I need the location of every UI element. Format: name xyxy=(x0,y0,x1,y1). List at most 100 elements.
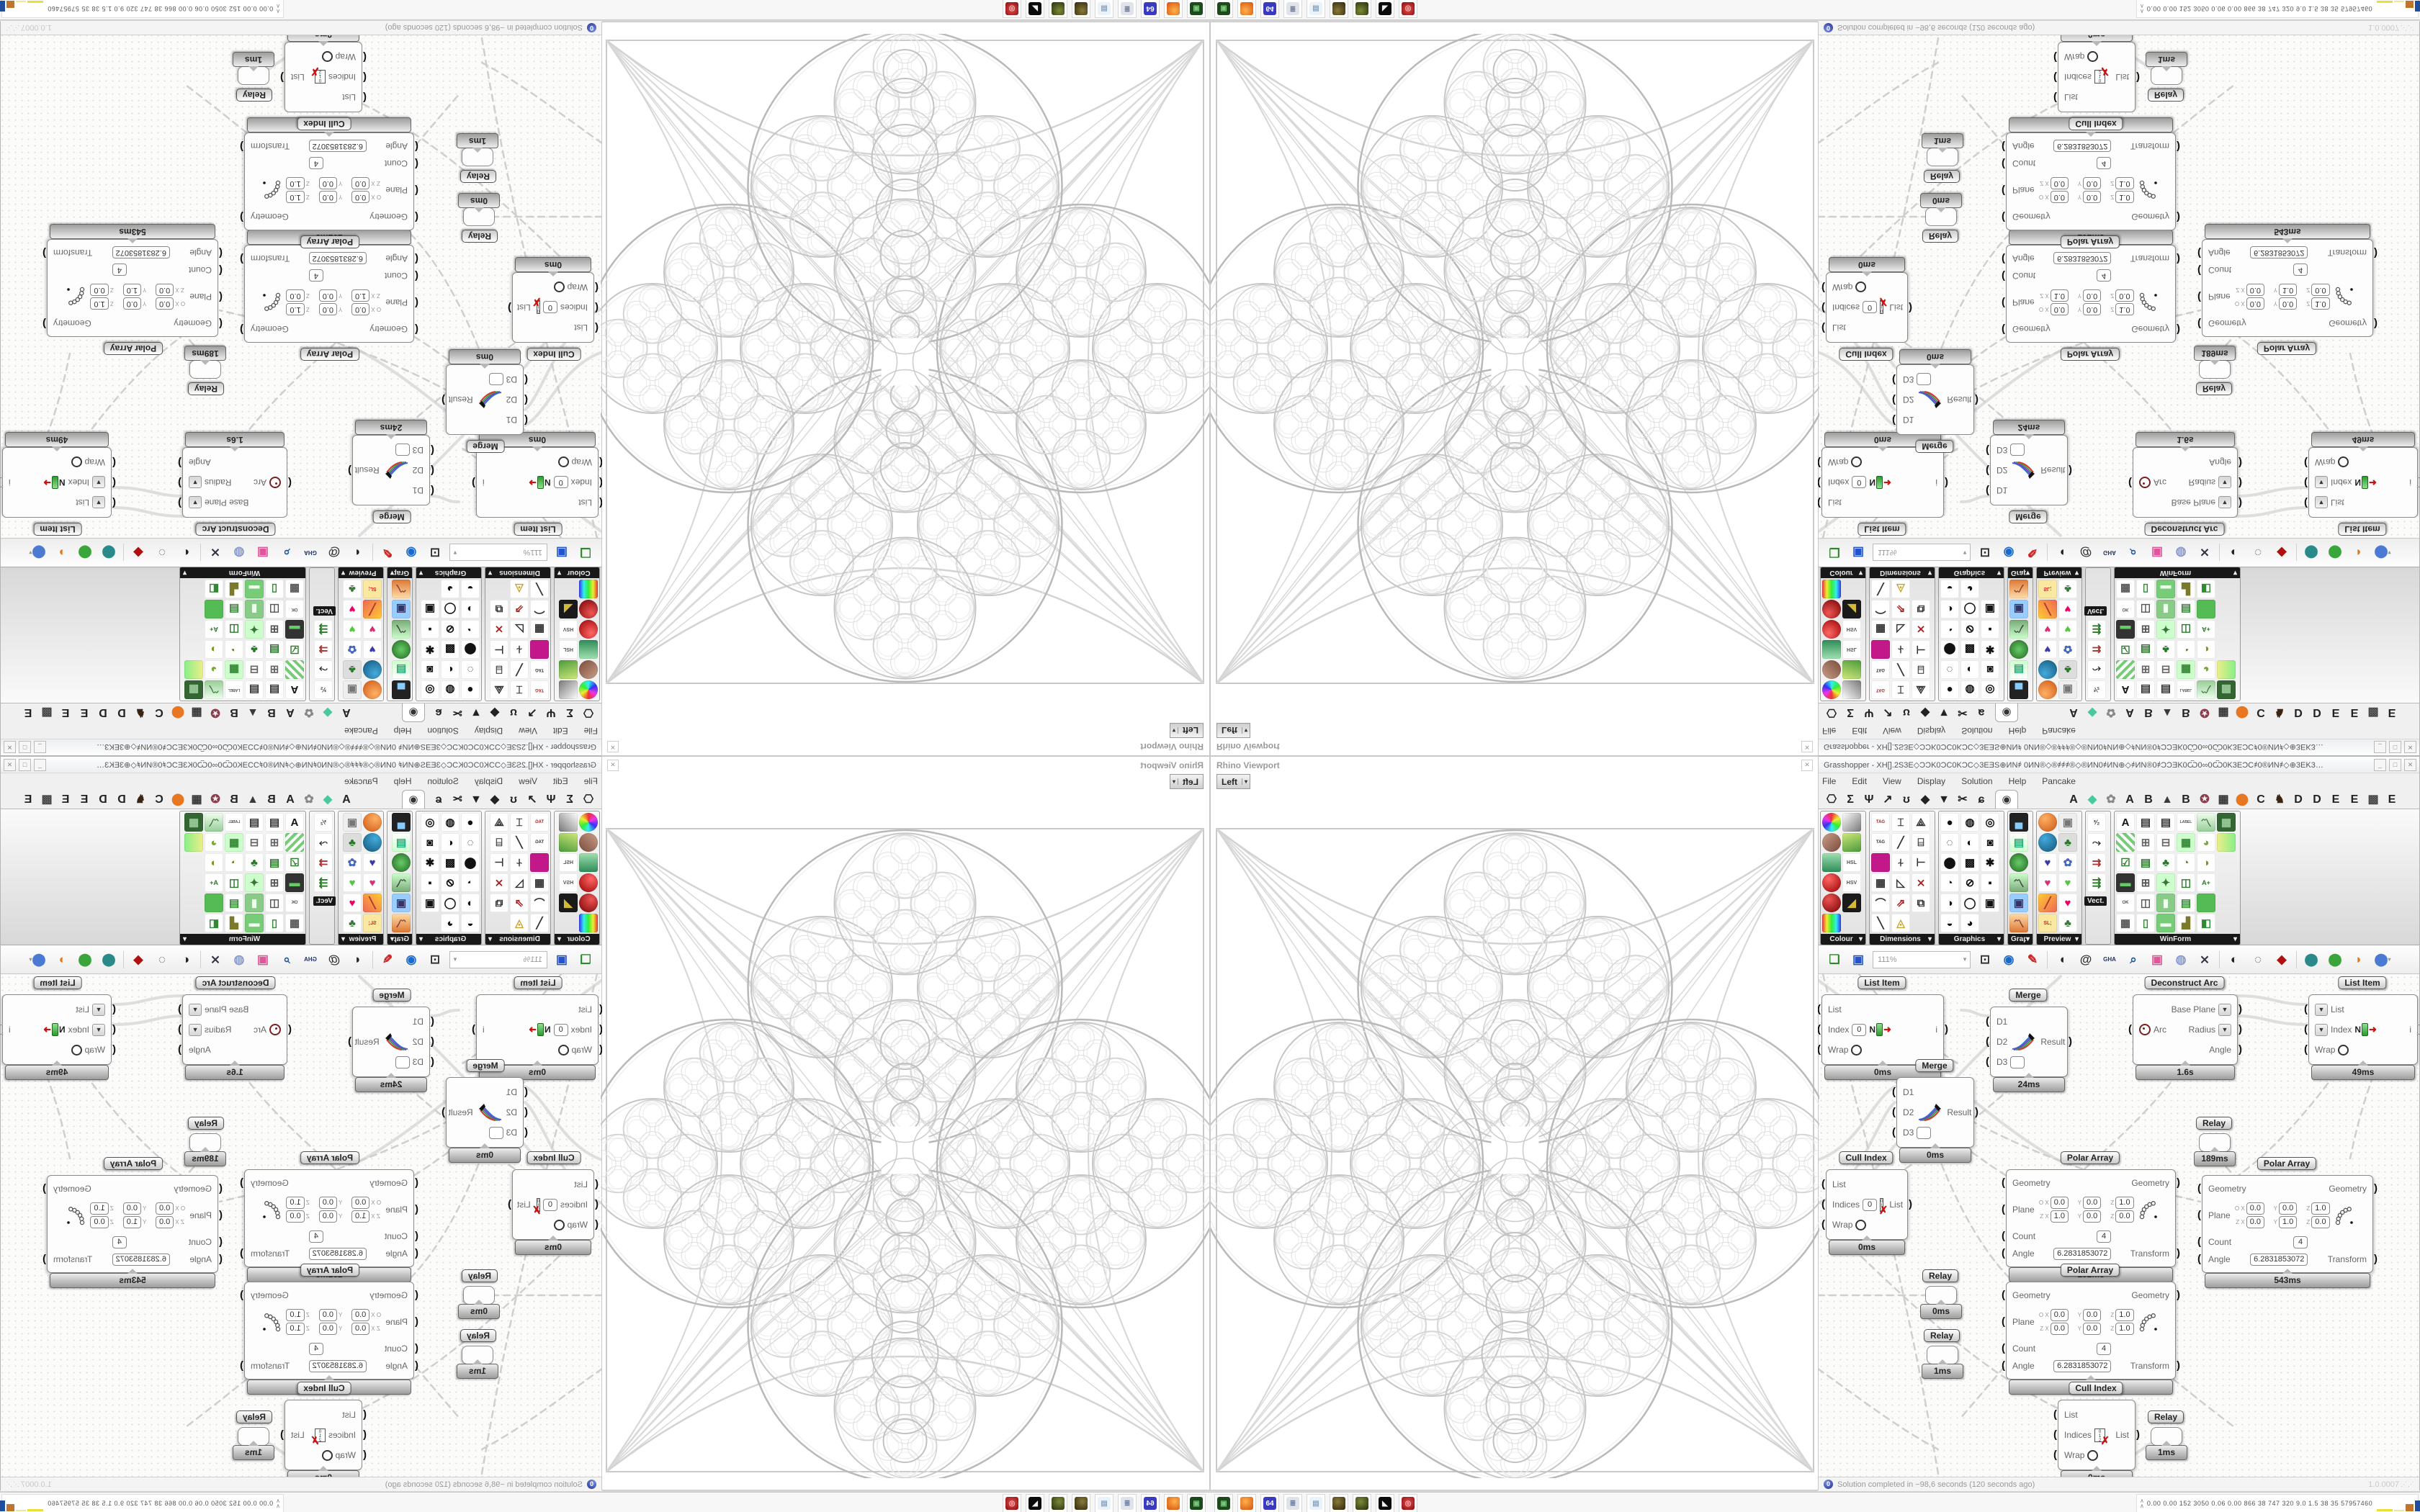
plane-value-box[interactable]: 1.0 xyxy=(286,191,305,203)
component-icon[interactable] xyxy=(1981,914,1999,932)
component-icon[interactable]: ╲ xyxy=(1871,580,1890,598)
component-icon[interactable]: ◯ xyxy=(441,600,460,618)
component-icon[interactable]: ▦ xyxy=(530,620,549,639)
component-icon[interactable]: ◎ xyxy=(1981,680,1999,699)
component-icon[interactable]: TAG xyxy=(1871,660,1890,679)
plugin-tab-icon[interactable]: E xyxy=(2350,706,2359,719)
wrap-toggle[interactable] xyxy=(71,456,82,468)
component-icon[interactable]: ▤ xyxy=(265,680,284,699)
plugin-tab-icon[interactable]: ♞ xyxy=(2274,706,2285,719)
component-icon[interactable]: ▟ xyxy=(225,580,243,598)
plane-value-box[interactable]: 0.0 xyxy=(2050,1309,2069,1321)
save-file-icon[interactable]: ▣ xyxy=(555,546,568,560)
component-icon[interactable]: ╱ xyxy=(510,833,529,852)
relay-node-label[interactable]: Relay xyxy=(461,230,498,243)
component-icon[interactable]: ◍ xyxy=(1960,680,1979,699)
palette-group-label[interactable]: Graphics ▾ xyxy=(1939,934,2004,945)
plugin-tab-icon[interactable]: ▲ xyxy=(247,793,259,806)
problem-box-icon[interactable]: ▣ xyxy=(256,546,269,560)
plugin-tab-icon[interactable]: ♞ xyxy=(2274,793,2285,806)
component-icon[interactable]: ♣ xyxy=(2156,853,2175,872)
component-icon[interactable]: ✦ xyxy=(245,873,264,892)
component-icon[interactable]: ♣ xyxy=(2156,640,2175,659)
component-icon[interactable]: ▤ xyxy=(225,894,243,912)
component-icon[interactable]: ◧ xyxy=(205,914,223,932)
component-icon[interactable]: ◕ xyxy=(205,660,223,679)
plugin-tab-icon[interactable]: ◆ xyxy=(323,706,333,719)
bake-gem-icon[interactable]: ◆ xyxy=(2277,952,2287,966)
close-icon[interactable]: ✕ xyxy=(2404,759,2416,771)
obscure-lens-icon[interactable]: ◖ xyxy=(2058,952,2066,966)
node-label[interactable]: Polar Array xyxy=(2060,1264,2120,1277)
component-icon[interactable]: ● xyxy=(461,813,480,832)
component-icon[interactable]: ▦ xyxy=(2217,813,2236,832)
jump-wires-icon[interactable]: ⨯ xyxy=(2199,952,2210,966)
node-label[interactable]: Polar Array xyxy=(2060,1151,2120,1164)
component-icon[interactable]: ╲ xyxy=(530,580,549,598)
node-label[interactable]: Cull Index xyxy=(1839,1151,1894,1164)
component-icon[interactable]: ⌸ xyxy=(490,833,508,852)
node-label[interactable]: Polar Array xyxy=(300,235,360,248)
value-box[interactable]: 6.2831853072 xyxy=(308,252,367,265)
component-icon[interactable]: ⇶ xyxy=(314,873,333,892)
zoom-extents-icon[interactable]: ⊡ xyxy=(429,952,441,966)
component-icon[interactable]: ◕ xyxy=(441,580,460,598)
moss-sphere-icon[interactable] xyxy=(1072,0,1090,18)
menu-edit[interactable]: Edit xyxy=(552,726,568,736)
component-icon[interactable]: ◐ xyxy=(441,660,460,679)
plane-value-box[interactable]: 0.0 xyxy=(351,177,370,189)
component-icon[interactable]: ⇗ xyxy=(510,894,529,912)
plugin-tab-icon[interactable]: ▦ xyxy=(2218,706,2229,719)
component-icon[interactable]: ⬤ xyxy=(1940,640,1959,659)
node-label[interactable]: Deconstruct Arc xyxy=(2144,523,2225,536)
component-icon[interactable]: ▤ xyxy=(265,853,284,872)
component-icon[interactable]: ⊞ xyxy=(2136,873,2155,892)
red-badge-icon[interactable]: ◎ xyxy=(1003,1494,1021,1512)
zoom-extents-icon[interactable]: ⊡ xyxy=(1979,952,1991,966)
resize-grip[interactable]: ⋰⋰ xyxy=(5,24,19,32)
component-icon[interactable]: ◑ xyxy=(1940,894,1959,912)
component-icon[interactable]: ▣ xyxy=(2058,680,2077,699)
palette-group-label[interactable]: Graphics ▾ xyxy=(416,934,481,945)
component-icon[interactable]: ⌒ xyxy=(1871,600,1890,618)
plugin-tab-icon[interactable]: D xyxy=(2294,793,2303,806)
component-icon[interactable]: ◍ xyxy=(1960,813,1979,832)
component-icon[interactable]: ⨯ xyxy=(1912,620,1930,639)
node-label[interactable]: Polar Array xyxy=(2257,342,2317,355)
component-icon[interactable]: ⌶ xyxy=(1891,813,1910,832)
plugin-tab-icon[interactable]: ▲ xyxy=(247,706,259,719)
plane-value-box[interactable]: 1.0 xyxy=(2115,1323,2134,1335)
component-icon[interactable]: ◍ xyxy=(441,680,460,699)
value-box[interactable] xyxy=(2010,444,2025,456)
component-icon[interactable]: SL; xyxy=(363,580,382,598)
component-icon[interactable] xyxy=(2217,873,2236,892)
component-icon[interactable]: ◑ xyxy=(1940,600,1959,618)
component-icon[interactable]: ● xyxy=(1940,813,1959,832)
node-deconstruct-arc[interactable]: Base Plane ▼) (Arc Radius ▼) Angle) xyxy=(178,447,292,518)
component-icon[interactable]: ▮ xyxy=(2156,600,2175,618)
component-icon[interactable]: HSV xyxy=(1842,620,1861,639)
category-tab-icon[interactable]: ✂ xyxy=(1958,706,1968,719)
component-icon[interactable] xyxy=(579,873,598,892)
component-icon[interactable]: ♥ xyxy=(343,894,362,912)
component-icon[interactable]: ♥ xyxy=(2058,600,2077,618)
palette-group-label[interactable]: Preview ▾ xyxy=(339,934,383,945)
component-icon[interactable] xyxy=(559,914,578,932)
preview-wireframe-icon[interactable]: ◌ xyxy=(158,546,166,560)
component-icon[interactable] xyxy=(579,660,598,679)
category-tab-icon[interactable]: ⎔ xyxy=(583,793,593,806)
plane-value-box[interactable]: 1.0 xyxy=(122,1216,141,1228)
component-icon[interactable]: ⊞ xyxy=(265,620,284,639)
plane-value-box[interactable]: 0.0 xyxy=(318,1197,337,1209)
palette-group-label[interactable]: Vect. xyxy=(2084,896,2107,906)
component-icon[interactable]: A xyxy=(285,680,304,699)
component-icon[interactable]: ▦ xyxy=(1871,873,1890,892)
category-tab-icon[interactable]: Ψ xyxy=(1864,706,1874,719)
plugin-tab-icon[interactable]: ⬤ xyxy=(2236,706,2249,719)
component-icon[interactable]: ▪ xyxy=(1981,873,1999,892)
component-icon[interactable]: ▤ xyxy=(392,833,411,852)
plugin-tab-icon[interactable]: E xyxy=(80,706,89,719)
palette-group-label[interactable]: Dimensions ▾ xyxy=(485,934,550,945)
palette-group-label[interactable]: Graphics ▾ xyxy=(416,567,481,578)
